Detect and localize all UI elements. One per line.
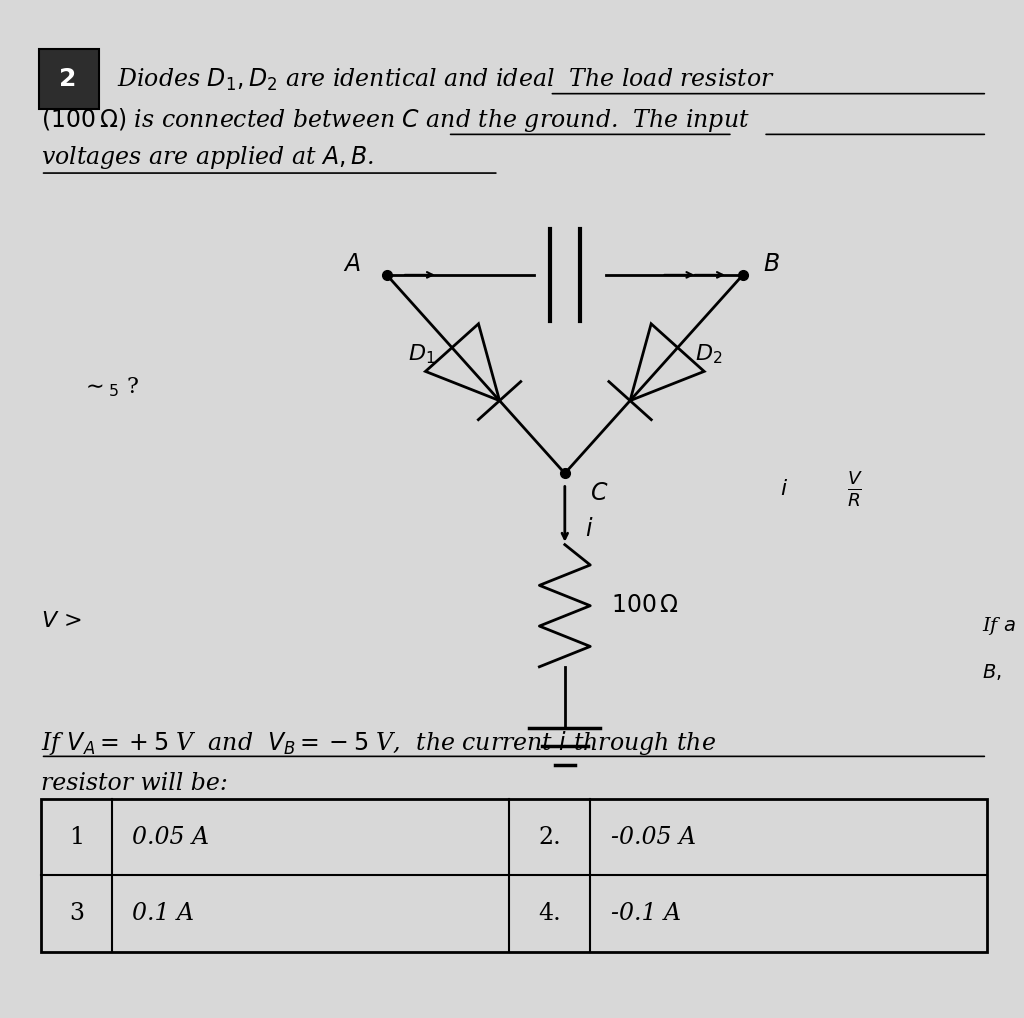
Text: $B$: $B$ (763, 253, 780, 276)
Text: Diodes $D_1, D_2$ are identical and ideal  The load resistor: Diodes $D_1, D_2$ are identical and idea… (117, 66, 775, 93)
Text: 4.: 4. (539, 902, 561, 925)
Text: $C$: $C$ (590, 483, 608, 505)
Text: $(100\,\Omega)$ is connected between $C$ and the ground.  The input: $(100\,\Omega)$ is connected between $C$… (41, 106, 750, 134)
Text: 2: 2 (59, 67, 77, 92)
Text: 0.1 A: 0.1 A (132, 902, 195, 925)
Text: $D_1$: $D_1$ (408, 342, 435, 365)
Text: If $V_A = +5$ V  and  $V_B = -5$ V,  the current $i$ through the: If $V_A = +5$ V and $V_B = -5$ V, the cu… (41, 729, 716, 757)
Text: $B,$: $B,$ (982, 662, 1001, 682)
FancyBboxPatch shape (39, 49, 98, 109)
Text: -0.1 A: -0.1 A (610, 902, 681, 925)
Text: $100\,\Omega$: $100\,\Omega$ (610, 595, 679, 617)
Text: resistor will be:: resistor will be: (41, 773, 227, 795)
Text: $\frac{V}{R}$: $\frac{V}{R}$ (847, 468, 863, 509)
Text: $\sim_5$ ?: $\sim_5$ ? (82, 375, 139, 399)
Text: voltages are applied at $A, B$.: voltages are applied at $A, B$. (41, 145, 374, 171)
Text: $i$: $i$ (779, 477, 787, 500)
Text: $i$: $i$ (585, 518, 594, 541)
Bar (41, 799, 987, 952)
Text: $V$ >: $V$ > (41, 610, 81, 632)
Text: 2.: 2. (539, 826, 561, 849)
Text: If $a$: If $a$ (982, 615, 1016, 637)
Text: $D_2$: $D_2$ (694, 342, 722, 365)
Text: -0.05 A: -0.05 A (610, 826, 695, 849)
Text: 0.05 A: 0.05 A (132, 826, 209, 849)
Text: 3: 3 (69, 902, 84, 925)
Text: 1: 1 (69, 826, 84, 849)
Text: $A$: $A$ (343, 253, 361, 276)
